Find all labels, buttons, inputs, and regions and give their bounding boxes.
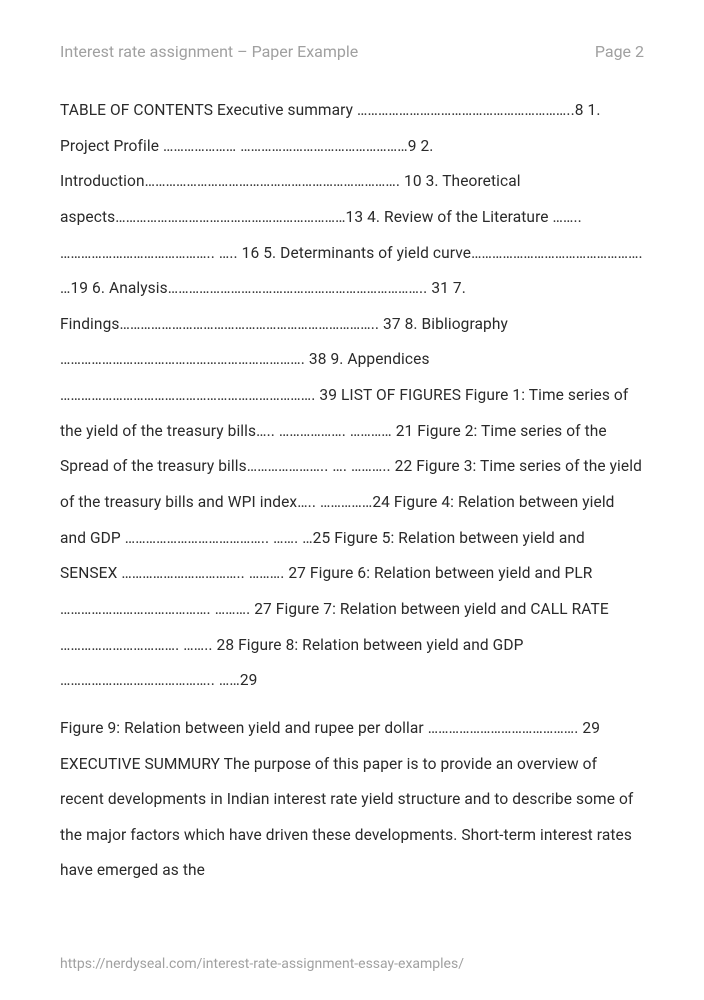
footer-url: https://nerdyseal.com/interest-rate-assi…: [60, 956, 464, 972]
page-number: Page 2: [595, 42, 644, 61]
toc-paragraph: TABLE OF CONTENTS Executive summary ……………: [60, 93, 644, 699]
page-footer: https://nerdyseal.com/interest-rate-assi…: [60, 956, 464, 972]
summary-paragraph: Figure 9: Relation between yield and rup…: [60, 711, 644, 889]
document-body: TABLE OF CONTENTS Executive summary ……………: [60, 93, 644, 889]
header-title: Interest rate assignment – Paper Example: [60, 42, 358, 61]
page-header: Interest rate assignment – Paper Example…: [60, 42, 644, 61]
